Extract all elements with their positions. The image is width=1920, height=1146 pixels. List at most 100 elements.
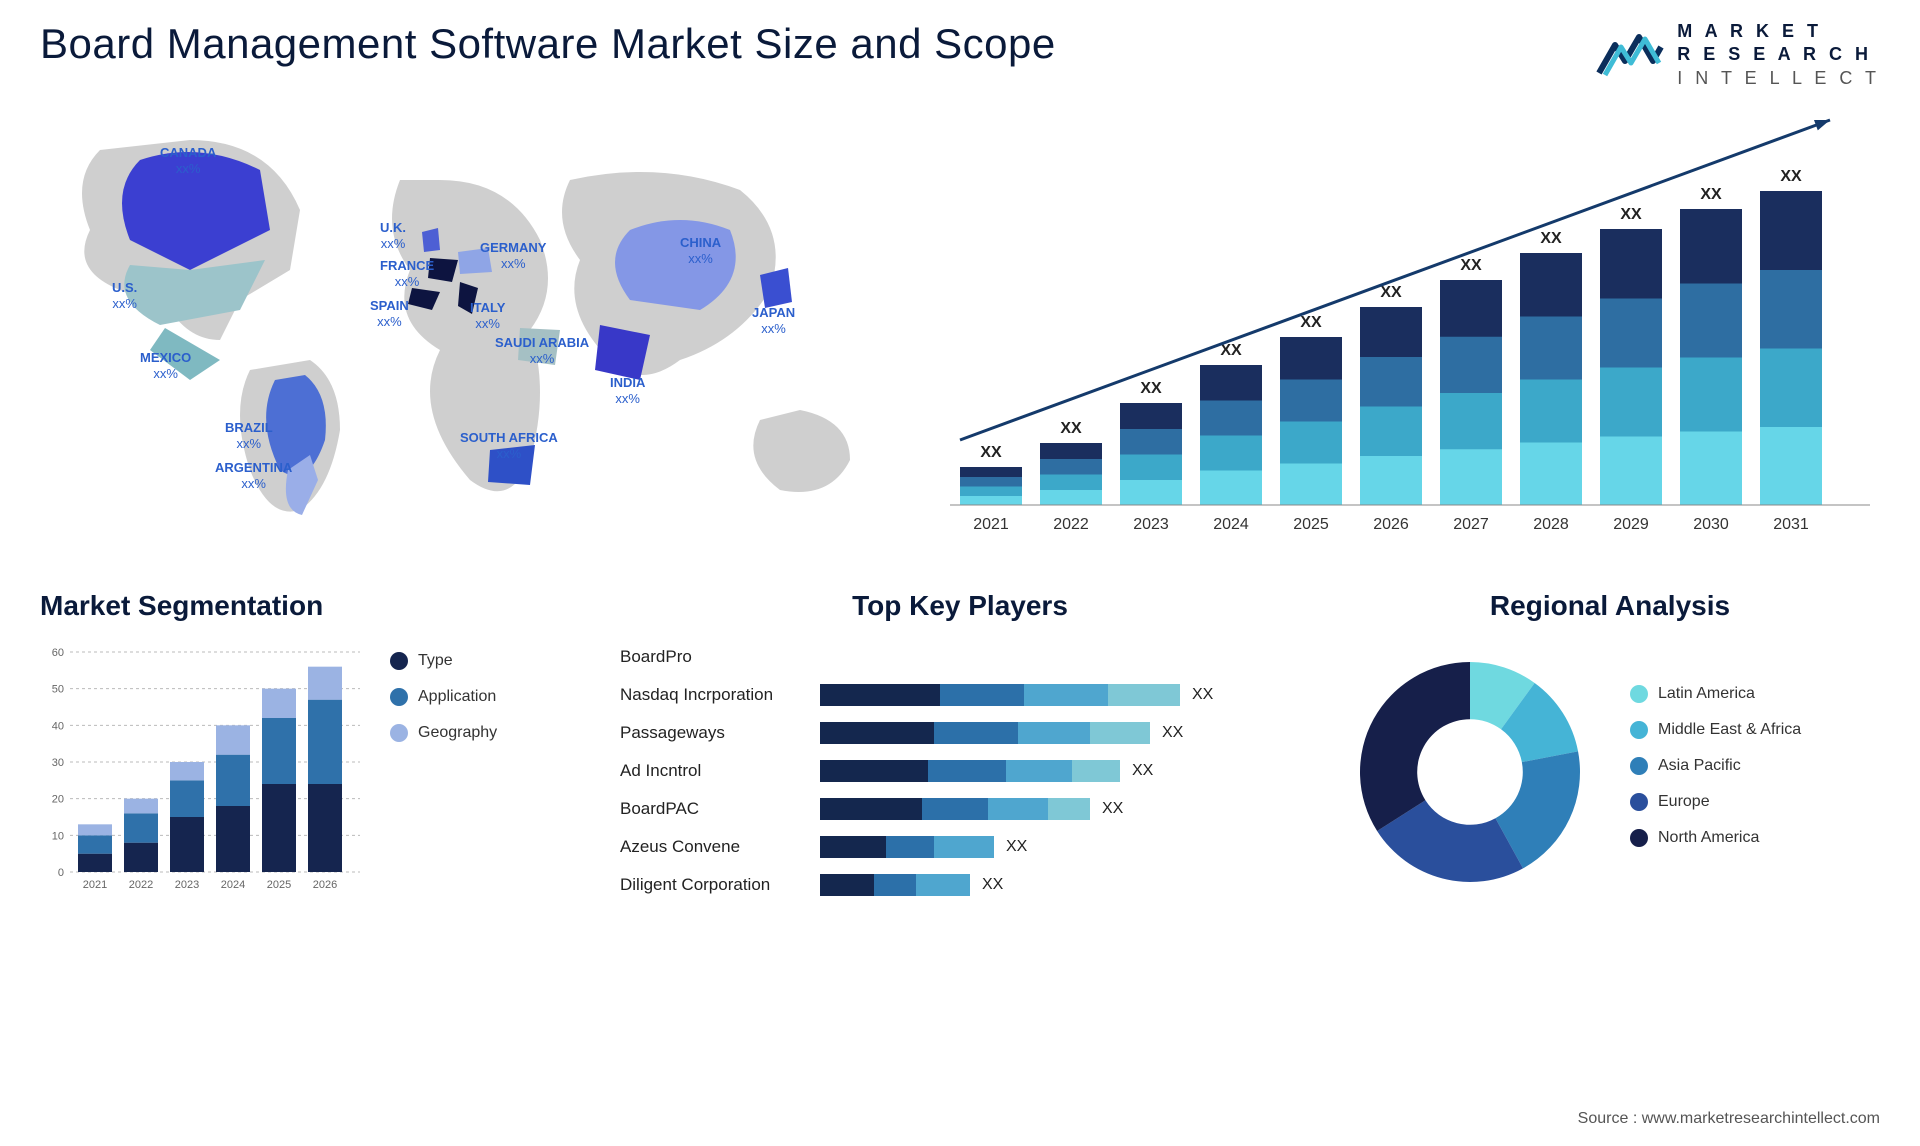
legend-dot-icon xyxy=(390,724,408,742)
legend-dot-icon xyxy=(1630,793,1648,811)
page-title: Board Management Software Market Size an… xyxy=(40,20,1056,68)
map-label: SAUDI ARABIAxx% xyxy=(495,335,589,366)
legend-item: Asia Pacific xyxy=(1630,757,1880,775)
svg-text:XX: XX xyxy=(1780,168,1802,185)
player-bar xyxy=(820,874,970,896)
legend-label: North America xyxy=(1658,829,1759,847)
segmentation-panel: Market Segmentation 01020304050602021202… xyxy=(40,590,580,930)
player-bar-segment xyxy=(988,798,1048,820)
growth-chart-panel: XX2021XX2022XX2023XX2024XX2025XX2026XX20… xyxy=(950,110,1880,550)
world-map-panel: CANADAxx%U.S.xx%MEXICOxx%BRAZILxx%ARGENT… xyxy=(40,110,910,550)
svg-text:2021: 2021 xyxy=(83,879,107,891)
svg-text:60: 60 xyxy=(52,647,64,659)
player-value: XX xyxy=(1162,724,1183,742)
legend-dot-icon xyxy=(1630,685,1648,703)
player-bar-segment xyxy=(916,874,970,896)
svg-text:2026: 2026 xyxy=(1373,516,1409,533)
legend-item: Latin America xyxy=(1630,685,1880,703)
legend-dot-icon xyxy=(1630,829,1648,847)
legend-item: Type xyxy=(390,652,580,670)
player-row: Azeus ConveneXX xyxy=(620,832,1300,862)
player-bar-segment xyxy=(1024,684,1108,706)
source-text: Source : www.marketresearchintellect.com xyxy=(1578,1110,1880,1128)
player-bar-segment xyxy=(820,874,874,896)
player-row: Nasdaq Incrporation XX xyxy=(620,680,1300,710)
map-label: U.K.xx% xyxy=(380,220,406,251)
legend-label: Europe xyxy=(1658,793,1710,811)
header: Board Management Software Market Size an… xyxy=(40,20,1880,90)
svg-text:2021: 2021 xyxy=(973,516,1009,533)
legend-item: Application xyxy=(390,688,580,706)
legend-dot-icon xyxy=(1630,757,1648,775)
player-name: Passageways xyxy=(620,723,820,743)
legend-dot-icon xyxy=(390,688,408,706)
top-row: CANADAxx%U.S.xx%MEXICOxx%BRAZILxx%ARGENT… xyxy=(40,110,1880,550)
svg-text:2031: 2031 xyxy=(1773,516,1809,533)
player-row: Diligent Corporation XX xyxy=(620,870,1300,900)
player-bar-area: XX xyxy=(820,874,1300,896)
player-bar xyxy=(820,798,1090,820)
player-value: XX xyxy=(982,876,1003,894)
svg-text:10: 10 xyxy=(52,831,64,843)
player-bar-segment xyxy=(940,684,1024,706)
svg-text:2023: 2023 xyxy=(175,879,199,891)
legend-dot-icon xyxy=(390,652,408,670)
legend-label: Latin America xyxy=(1658,685,1755,703)
legend-item: Europe xyxy=(1630,793,1880,811)
player-bar xyxy=(820,760,1120,782)
svg-text:20: 20 xyxy=(52,794,64,806)
logo-text: M A R K E T R E S E A R C H I N T E L L … xyxy=(1677,20,1880,90)
player-name: BoardPAC xyxy=(620,799,820,819)
player-row: Passageways XX xyxy=(620,718,1300,748)
svg-text:XX: XX xyxy=(1540,230,1562,247)
svg-text:XX: XX xyxy=(1620,206,1642,223)
svg-text:XX: XX xyxy=(980,444,1002,461)
player-bar-segment xyxy=(934,722,1018,744)
legend-label: Asia Pacific xyxy=(1658,757,1741,775)
player-value: XX xyxy=(1102,800,1123,818)
segmentation-chart: 0102030405060202120222023202420252026 xyxy=(40,642,360,902)
legend-label: Geography xyxy=(418,724,497,742)
logo-icon xyxy=(1595,27,1665,83)
map-label: INDIAxx% xyxy=(610,375,645,406)
map-label: CANADAxx% xyxy=(160,145,216,176)
player-bar-segment xyxy=(1090,722,1150,744)
player-value: XX xyxy=(1132,762,1153,780)
player-bar-area: XX xyxy=(820,798,1300,820)
svg-text:2029: 2029 xyxy=(1613,516,1649,533)
player-bar-segment xyxy=(928,760,1006,782)
svg-text:2027: 2027 xyxy=(1453,516,1489,533)
player-bar-segment xyxy=(1048,798,1090,820)
svg-text:30: 30 xyxy=(52,757,64,769)
svg-text:40: 40 xyxy=(52,721,64,733)
svg-text:XX: XX xyxy=(1060,420,1082,437)
players-chart: BoardProNasdaq IncrporationXXPassageways… xyxy=(620,642,1300,900)
player-value: XX xyxy=(1006,838,1027,856)
map-label: U.S.xx% xyxy=(112,280,137,311)
svg-text:2023: 2023 xyxy=(1133,516,1169,533)
bottom-row: Market Segmentation 01020304050602021202… xyxy=(40,590,1880,930)
player-name: Diligent Corporation xyxy=(620,875,820,895)
svg-text:XX: XX xyxy=(1460,257,1482,274)
legend-label: Type xyxy=(418,652,453,670)
player-bar-area: XX xyxy=(820,722,1300,744)
map-label: ITALYxx% xyxy=(470,300,505,331)
map-label: GERMANYxx% xyxy=(480,240,546,271)
map-label: MEXICOxx% xyxy=(140,350,191,381)
player-bar-segment xyxy=(934,836,994,858)
svg-text:XX: XX xyxy=(1700,186,1722,203)
player-name: BoardPro xyxy=(620,647,820,667)
player-name: Nasdaq Incrporation xyxy=(620,685,820,705)
player-bar-segment xyxy=(820,836,886,858)
segmentation-title: Market Segmentation xyxy=(40,590,580,622)
players-title: Top Key Players xyxy=(620,590,1300,622)
player-value: XX xyxy=(1192,686,1213,704)
player-bar-area: XX xyxy=(820,836,1300,858)
segmentation-legend: Type Application Geography xyxy=(390,642,580,902)
player-row: BoardPAC XX xyxy=(620,794,1300,824)
player-name: Ad Incntrol xyxy=(620,761,820,781)
regional-panel: Regional Analysis Latin AmericaMiddle Ea… xyxy=(1340,590,1880,930)
map-label: ARGENTINAxx% xyxy=(215,460,292,491)
legend-label: Middle East & Africa xyxy=(1658,721,1801,739)
svg-text:2025: 2025 xyxy=(1293,516,1329,533)
